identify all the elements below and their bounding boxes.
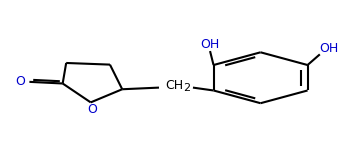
- Text: OH: OH: [201, 38, 220, 51]
- Text: O: O: [88, 103, 97, 116]
- Text: O: O: [16, 74, 25, 88]
- Text: 2: 2: [184, 84, 191, 93]
- Text: CH: CH: [166, 79, 184, 92]
- Text: OH: OH: [319, 42, 338, 55]
